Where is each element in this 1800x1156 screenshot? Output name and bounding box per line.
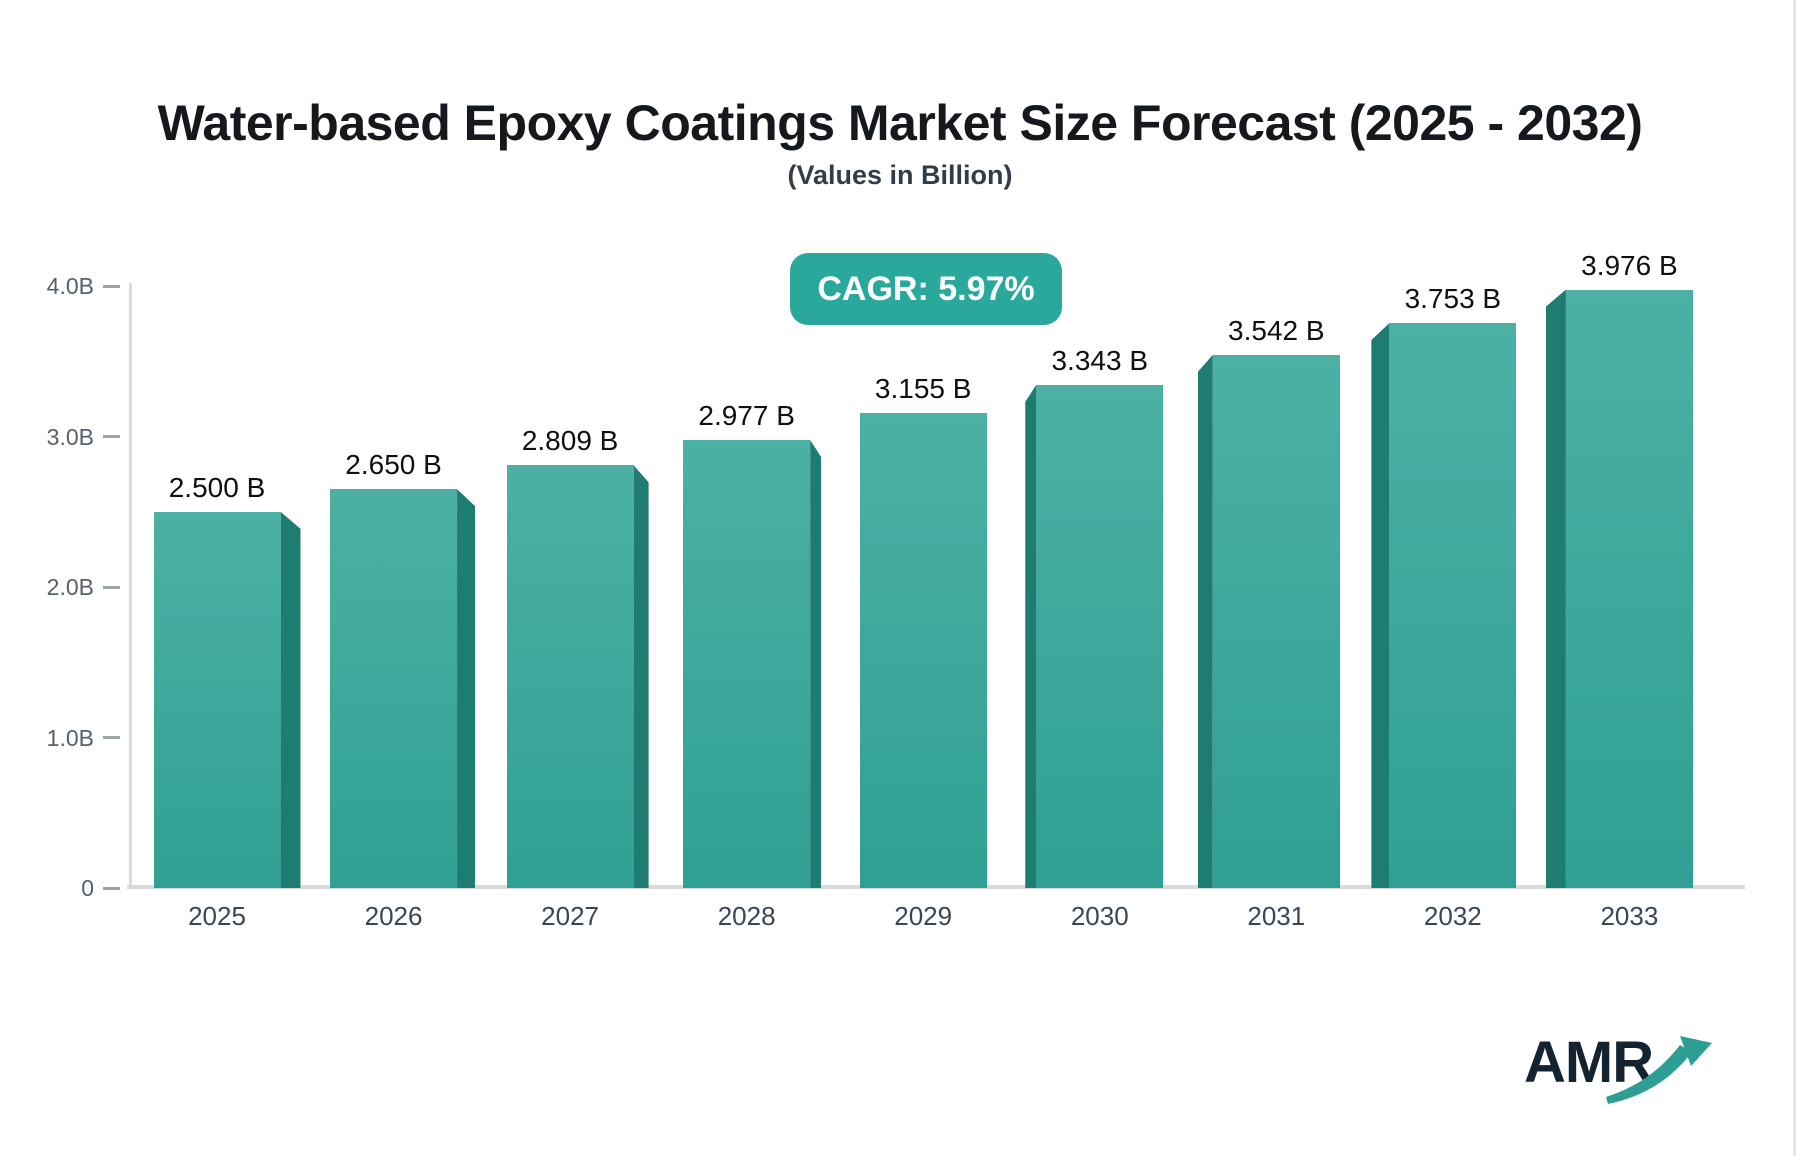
bar-side-2028: [810, 439, 822, 888]
y-tick-label: 3.0B: [46, 423, 94, 450]
bar-2027: [506, 465, 634, 888]
cagr-badge: CAGR: 5.97%: [790, 253, 1062, 325]
y-tick-label: 2.0B: [46, 574, 94, 600]
bar-2033: [1565, 289, 1693, 888]
chart-title: Water-based Epoxy Coatings Market Size F…: [157, 95, 1643, 151]
x-axis-label-2026: 2026: [364, 901, 423, 931]
bar-2029: [859, 413, 987, 888]
brand-logo: AMR: [1524, 1034, 1724, 1114]
logo-text: AMR: [1524, 1030, 1654, 1095]
bar-2026: [330, 489, 458, 888]
bar-side-2027: [633, 465, 649, 888]
bar-side-2031: [1197, 354, 1213, 888]
x-axis-label-2031: 2031: [1247, 901, 1306, 931]
value-label-2033: 3.976 B: [1581, 249, 1678, 281]
value-label-2032: 3.753 B: [1404, 283, 1502, 315]
bar-2025: [153, 511, 281, 888]
bar-side-2032: [1371, 323, 1390, 888]
y-tick-dash: [103, 886, 120, 890]
value-label-2026: 2.650 B: [345, 449, 442, 481]
x-axis-label-2030: 2030: [1070, 901, 1129, 931]
bar-side-2025: [280, 511, 301, 888]
y-tick-dash: [103, 284, 120, 288]
bar-side-2030: [1025, 384, 1037, 888]
y-tick-dash: [103, 585, 120, 589]
x-axis-label-2033: 2033: [1600, 901, 1659, 931]
y-tick-label: 1.0B: [46, 724, 94, 751]
page-edge-divider: [1793, 0, 1796, 1156]
bar-side-2026: [457, 489, 476, 888]
bar-2031: [1212, 354, 1340, 888]
bar-2030: [1036, 384, 1164, 888]
trend-up-arrow-icon: [1606, 1036, 1712, 1104]
x-axis-label-2029: 2029: [894, 901, 953, 931]
value-label-2025: 2.500 B: [168, 471, 266, 503]
x-axis-label-2032: 2032: [1423, 901, 1482, 931]
value-label-2030: 3.343 B: [1051, 344, 1149, 376]
x-axis-label-2028: 2028: [717, 901, 776, 931]
value-label-2028: 2.977 B: [698, 399, 795, 431]
value-label-2027: 2.809 B: [521, 425, 619, 457]
value-label-2029: 3.155 B: [874, 373, 972, 405]
y-axis-line: [129, 283, 132, 888]
y-tick-label: 0: [81, 875, 94, 901]
y-tick-dash: [103, 435, 120, 438]
bar-side-2033: [1545, 289, 1566, 888]
x-axis-label-2027: 2027: [541, 901, 600, 931]
value-label-2031: 3.542 B: [1228, 314, 1325, 346]
bar-2032: [1389, 323, 1517, 888]
cagr-badge-label: CAGR: 5.97%: [817, 269, 1035, 308]
chart-subtitle: (Values in Billion): [787, 160, 1013, 190]
bar-2028: [683, 439, 811, 888]
x-axis-label-2025: 2025: [188, 901, 246, 931]
y-tick-dash: [103, 736, 120, 739]
y-tick-label: 4.0B: [46, 273, 94, 299]
